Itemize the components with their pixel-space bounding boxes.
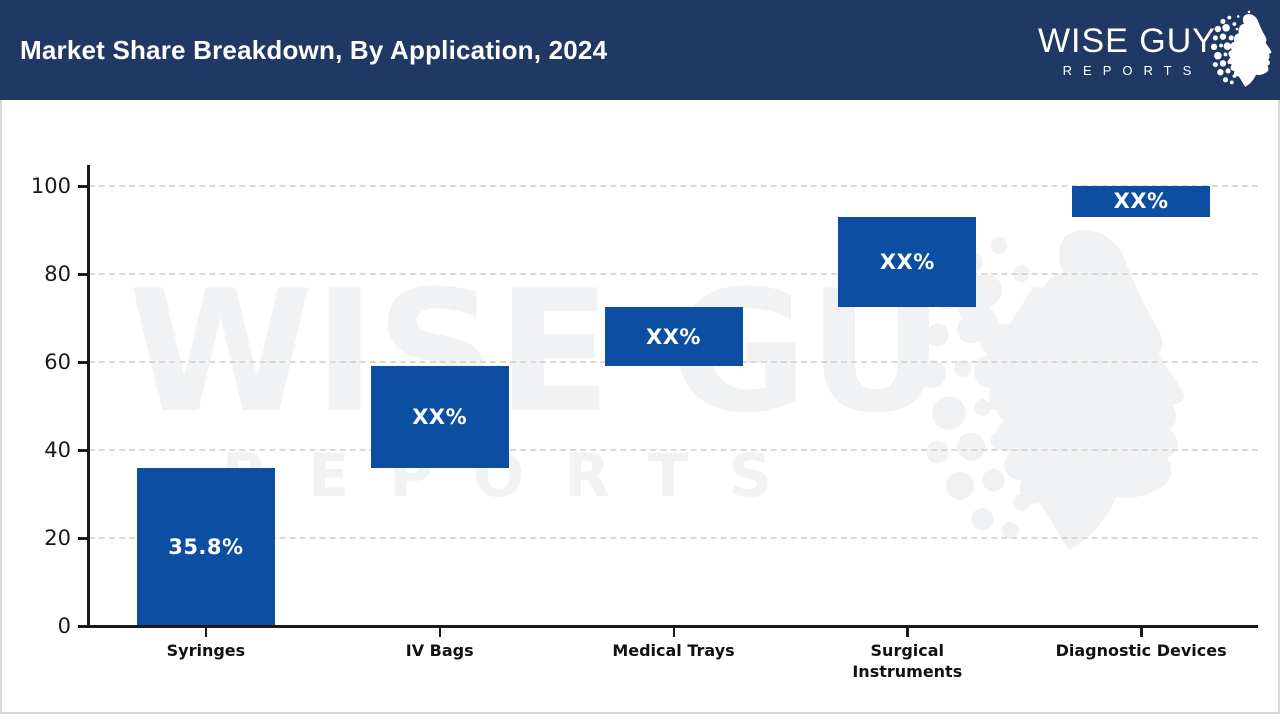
bar-value-label: XX%	[879, 249, 935, 274]
y-tick-label: 80	[44, 262, 71, 286]
brand-logo-text: WISE GUY REPORTS	[1038, 24, 1216, 77]
gridline	[89, 185, 1258, 187]
gridline	[89, 449, 1258, 451]
face-profile-icon	[1210, 10, 1272, 87]
y-tick-label: 40	[44, 438, 71, 462]
bar-diagnostic-devices: XX%	[1072, 186, 1211, 217]
x-axis-line	[85, 625, 1258, 628]
y-tick-label: 0	[57, 614, 71, 638]
x-tick-label: Diagnostic Devices	[1055, 641, 1227, 660]
bar-iv-bags: XX%	[370, 366, 509, 469]
bar-syringes: 35.8%	[136, 468, 275, 626]
gridline	[89, 273, 1258, 275]
bar-surgical-instruments: XX%	[838, 216, 977, 307]
y-tick-mark	[78, 537, 87, 540]
y-tick-mark	[78, 361, 87, 364]
x-tick-mark	[438, 628, 442, 637]
bar-value-label: XX%	[1113, 189, 1169, 214]
brand-name: WISE GUY	[1037, 21, 1216, 60]
y-tick-label: 20	[44, 526, 71, 550]
y-tick-label: 60	[44, 350, 71, 374]
y-tick-label: 100	[30, 174, 71, 198]
x-tick-mark	[1140, 628, 1143, 637]
page-title: Market Share Breakdown, By Application, …	[20, 34, 608, 65]
app-header: Market Share Breakdown, By Application, …	[0, 0, 1280, 100]
x-tick-label: Medical Trays	[612, 641, 735, 660]
gridline	[89, 537, 1258, 539]
bar-value-label: XX%	[412, 405, 468, 430]
x-tick-mark	[906, 628, 909, 637]
x-tick-label: Surgical Instruments	[852, 641, 963, 681]
brand-logo: WISE GUY REPORTS	[1038, 6, 1274, 94]
x-tick-mark	[672, 628, 675, 637]
bar-medical-trays: XX%	[604, 307, 743, 367]
x-tick-label: Syringes	[166, 641, 246, 660]
x-tick-mark	[204, 628, 208, 637]
y-tick-mark	[78, 185, 87, 188]
bar-value-label: 35.8%	[168, 535, 244, 560]
y-tick-mark	[78, 449, 87, 452]
x-tick-label: IV Bags	[405, 641, 474, 660]
y-tick-mark	[78, 273, 87, 276]
brand-subtitle: REPORTS	[1062, 62, 1203, 78]
bar-value-label: XX%	[646, 324, 701, 349]
y-tick-mark	[78, 625, 87, 628]
y-axis-line	[86, 165, 90, 628]
